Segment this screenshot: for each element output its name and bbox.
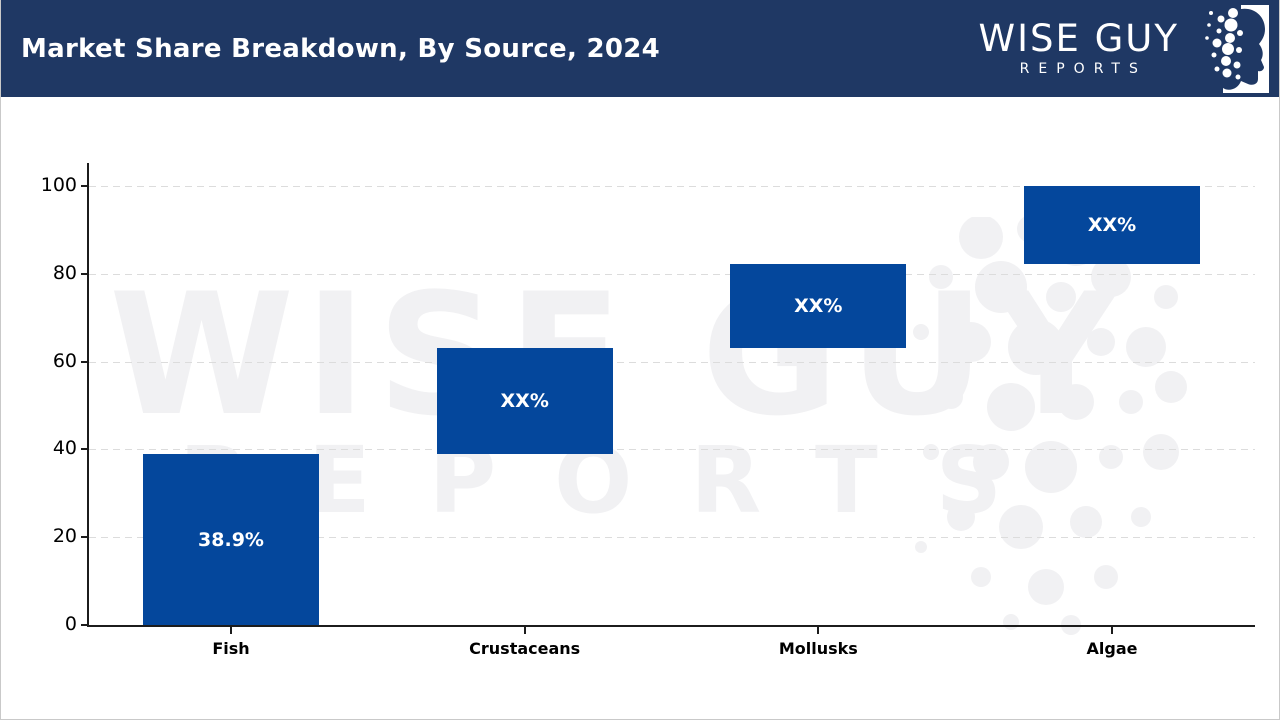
x-category-label: Fish [212,639,250,658]
y-tick-label: 60 [52,349,77,372]
x-tick-mark [817,627,820,634]
bar-value-label: XX% [500,390,549,413]
bar-fish: 38.9% [143,454,319,625]
y-axis-line [87,163,89,627]
bar-mollusks: XX% [730,263,907,349]
y-tick-label: 100 [40,174,77,196]
x-tick-mark [523,627,526,634]
logo-wordmark: WISE GUY REPORTS [979,20,1179,77]
brand-logo: WISE GUY REPORTS [979,4,1269,93]
x-category-label: Algae [1086,639,1138,658]
bar-value-label: 38.9% [198,528,264,551]
bar-value-label: XX% [794,295,843,318]
gridline-80 [89,273,1255,275]
logo-head-icon [1205,4,1269,93]
bar-value-label: XX% [1087,213,1137,236]
x-category-label: Mollusks [778,639,858,658]
y-tick-mark [81,448,89,451]
x-category-label: Crustaceans [469,639,581,658]
y-tick-mark [81,185,89,187]
x-tick-mark [1111,627,1113,634]
bar-crustaceans: XX% [436,348,613,455]
y-tick-mark [81,624,89,626]
x-axis-line [87,625,1255,627]
y-tick-mark [81,536,89,539]
y-tick-label: 0 [64,613,77,635]
chart-title: Market Share Breakdown, By Source, 2024 [21,33,661,64]
header: Market Share Breakdown, By Source, 2024 … [1,0,1279,97]
x-tick-mark [230,627,232,634]
gridline-20 [89,537,1255,539]
logo-name: WISE GUY [978,17,1179,60]
gridline-60 [89,361,1255,363]
gridline-40 [89,449,1255,451]
y-tick-label: 80 [52,261,77,284]
gridline-100 [89,186,1255,187]
y-tick-mark [81,272,89,275]
y-tick-label: 40 [52,437,77,460]
logo-subtitle: REPORTS [1019,61,1147,77]
bar-algae: XX% [1024,186,1200,264]
y-tick-label: 20 [52,525,77,548]
y-tick-mark [81,360,89,363]
